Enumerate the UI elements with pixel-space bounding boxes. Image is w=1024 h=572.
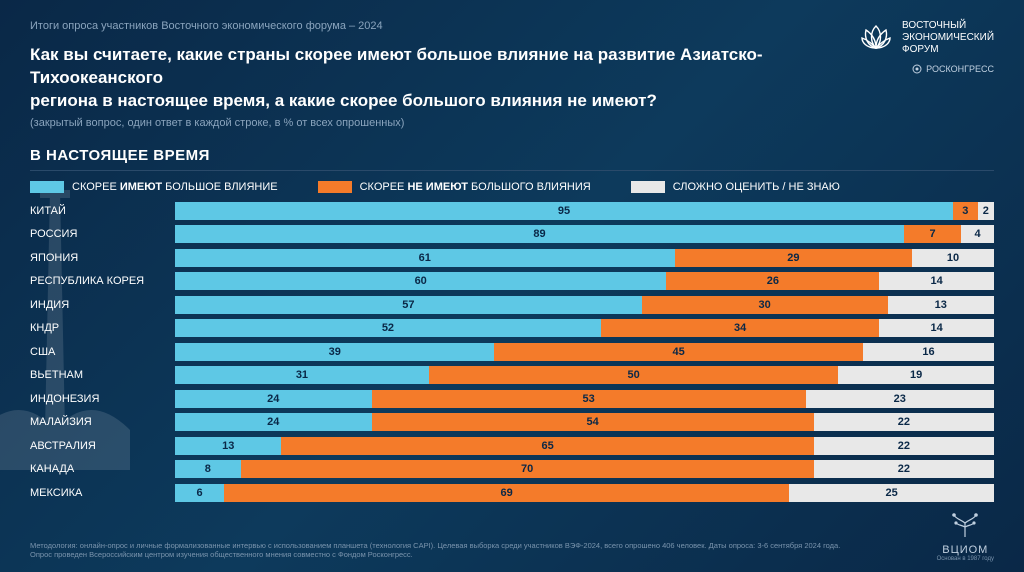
segment-dk: 22 — [814, 437, 994, 455]
segment-dk: 16 — [863, 343, 994, 361]
row-label: КИТАЙ — [30, 205, 175, 217]
segment-not: 29 — [675, 249, 913, 267]
segment-have: 52 — [175, 319, 601, 337]
bar-wrap: 66925 — [175, 484, 994, 502]
row-label: ИНДИЯ — [30, 299, 175, 311]
sponsor-icon — [912, 64, 922, 74]
segment-dk: 25 — [789, 484, 994, 502]
survey-note: (закрытый вопрос, один ответ в каждой ст… — [30, 117, 790, 129]
row-label: КНДР — [30, 322, 175, 334]
legend-item-have: СКОРЕЕ ИМЕЮТ БОЛЬШОЕ ВЛИЯНИЕ — [30, 181, 278, 193]
chart-row: КАНАДА87022 — [30, 459, 994, 479]
segment-dk: 22 — [814, 413, 994, 431]
segment-have: 8 — [175, 460, 241, 478]
swatch-not — [318, 181, 352, 193]
chart-row: МЕКСИКА66925 — [30, 483, 994, 503]
bar-wrap: 573013 — [175, 296, 994, 314]
section-header: В НАСТОЯЩЕЕ ВРЕМЯ — [30, 147, 994, 171]
row-label: МАЛАЙЗИЯ — [30, 416, 175, 428]
stacked-bar-chart: КИТАЙ9532РОССИЯ8974ЯПОНИЯ612910РЕСПУБЛИК… — [30, 201, 994, 503]
segment-dk: 14 — [879, 272, 994, 290]
segment-not: 69 — [224, 484, 789, 502]
segment-have: 89 — [175, 225, 904, 243]
row-label: ИНДОНЕЗИЯ — [30, 393, 175, 405]
chart-row: КИТАЙ9532 — [30, 201, 994, 221]
segment-not: 65 — [281, 437, 813, 455]
segment-not: 54 — [372, 413, 814, 431]
bar-wrap: 523414 — [175, 319, 994, 337]
swatch-dk — [631, 181, 665, 193]
row-label: США — [30, 346, 175, 358]
bar-wrap: 245422 — [175, 413, 994, 431]
sponsor-label: РОСКОНГРЕСС — [912, 64, 994, 74]
methodology-footnote: Методология: онлайн-опрос и личные форма… — [30, 541, 904, 561]
segment-not: 45 — [494, 343, 863, 361]
legend-item-not: СКОРЕЕ НЕ ИМЕЮТ БОЛЬШОГО ВЛИЯНИЯ — [318, 181, 591, 193]
segment-dk: 4 — [961, 225, 994, 243]
chart-row: МАЛАЙЗИЯ245422 — [30, 412, 994, 432]
bar-wrap: 136522 — [175, 437, 994, 455]
legend-item-dk: СЛОЖНО ОЦЕНИТЬ / НЕ ЗНАЮ — [631, 181, 840, 193]
segment-not: 26 — [666, 272, 879, 290]
chart-row: ИНДОНЕЗИЯ245323 — [30, 389, 994, 409]
chart-row: ВЬЕТНАМ315019 — [30, 365, 994, 385]
segment-have: 13 — [175, 437, 281, 455]
segment-have: 57 — [175, 296, 642, 314]
segment-dk: 10 — [912, 249, 994, 267]
segment-have: 61 — [175, 249, 675, 267]
segment-have: 60 — [175, 272, 666, 290]
legend: СКОРЕЕ ИМЕЮТ БОЛЬШОЕ ВЛИЯНИЕ СКОРЕЕ НЕ И… — [30, 181, 994, 193]
chart-row: США394516 — [30, 342, 994, 362]
segment-have: 24 — [175, 413, 372, 431]
chart-row: ЯПОНИЯ612910 — [30, 248, 994, 268]
segment-dk: 19 — [838, 366, 994, 384]
row-label: АВСТРАЛИЯ — [30, 440, 175, 452]
row-label: ВЬЕТНАМ — [30, 369, 175, 381]
segment-not: 7 — [904, 225, 961, 243]
chart-row: КНДР523414 — [30, 318, 994, 338]
segment-have: 95 — [175, 202, 953, 220]
survey-title: Как вы считаете, какие страны скорее име… — [30, 44, 790, 113]
row-label: РЕСПУБЛИКА КОРЕЯ — [30, 275, 175, 287]
row-label: КАНАДА — [30, 463, 175, 475]
segment-have: 39 — [175, 343, 494, 361]
bar-wrap: 315019 — [175, 366, 994, 384]
bar-wrap: 87022 — [175, 460, 994, 478]
segment-not: 3 — [953, 202, 978, 220]
chart-row: РЕСПУБЛИКА КОРЕЯ602614 — [30, 271, 994, 291]
bar-wrap: 9532 — [175, 202, 994, 220]
survey-subtitle: Итоги опроса участников Восточного эконо… — [30, 20, 790, 32]
segment-not: 30 — [642, 296, 888, 314]
vciom-icon — [948, 513, 982, 537]
segment-not: 50 — [429, 366, 839, 384]
vciom-logo: ВЦИОМ Основан в 1987 году — [937, 513, 994, 562]
segment-dk: 13 — [888, 296, 994, 314]
bar-wrap: 612910 — [175, 249, 994, 267]
segment-dk: 14 — [879, 319, 994, 337]
segment-not: 70 — [241, 460, 814, 478]
segment-dk: 22 — [814, 460, 994, 478]
bar-wrap: 394516 — [175, 343, 994, 361]
row-label: ЯПОНИЯ — [30, 252, 175, 264]
chart-row: ИНДИЯ573013 — [30, 295, 994, 315]
chart-row: АВСТРАЛИЯ136522 — [30, 436, 994, 456]
segment-not: 53 — [372, 390, 806, 408]
segment-have: 31 — [175, 366, 429, 384]
bar-wrap: 8974 — [175, 225, 994, 243]
segment-not: 34 — [601, 319, 879, 337]
bar-wrap: 245323 — [175, 390, 994, 408]
row-label: МЕКСИКА — [30, 487, 175, 499]
chart-row: РОССИЯ8974 — [30, 224, 994, 244]
segment-dk: 2 — [978, 202, 994, 220]
swatch-have — [30, 181, 64, 193]
segment-dk: 23 — [806, 390, 994, 408]
segment-have: 6 — [175, 484, 224, 502]
bar-wrap: 602614 — [175, 272, 994, 290]
forum-logo: ВОСТОЧНЫЙ ЭКОНОМИЧЕСКИЙ ФОРУМ — [858, 20, 994, 56]
lotus-icon — [858, 20, 894, 56]
row-label: РОССИЯ — [30, 228, 175, 240]
segment-have: 24 — [175, 390, 372, 408]
